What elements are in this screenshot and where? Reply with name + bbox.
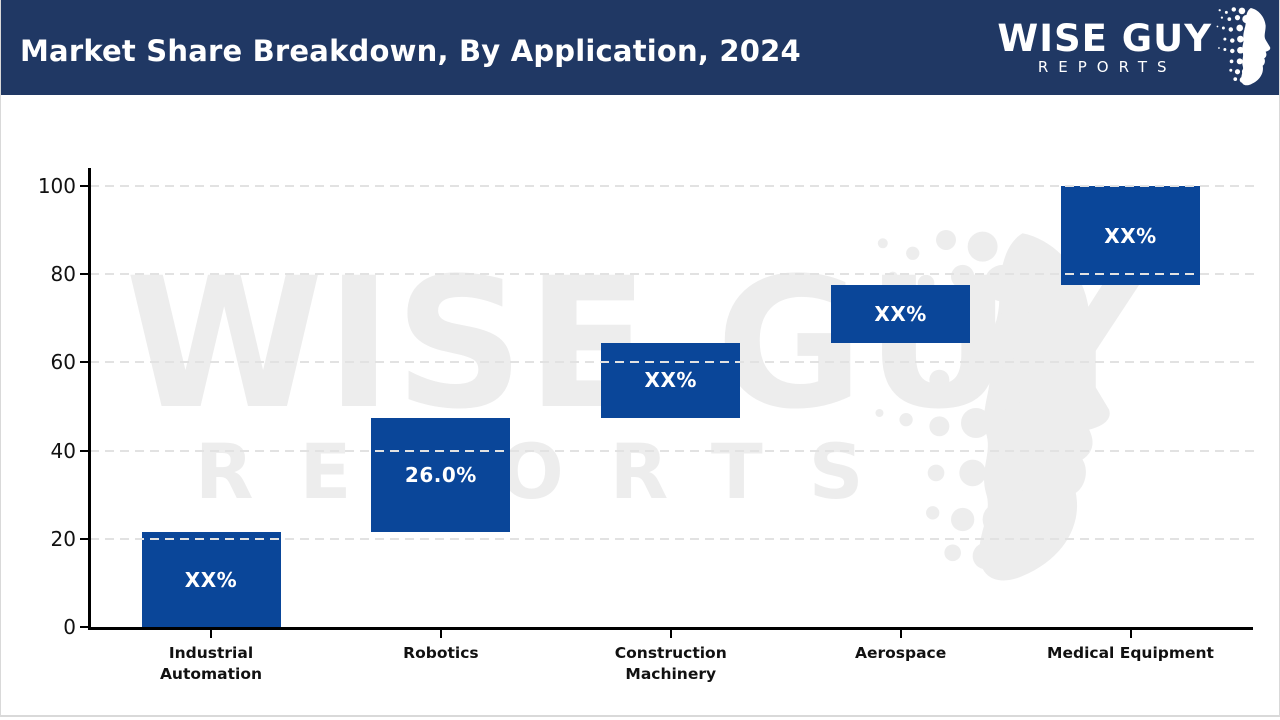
y-axis-tick — [80, 537, 88, 540]
x-axis-tick — [669, 630, 672, 638]
x-axis-tick — [439, 630, 442, 638]
y-axis-tick — [80, 185, 88, 187]
x-axis-tick — [899, 630, 902, 638]
y-axis-tick-label: 0 — [63, 615, 76, 639]
bar-segment: 26.0% — [371, 417, 511, 533]
gridline — [90, 273, 1256, 276]
x-axis-category-label: Industrial Automation — [159, 644, 263, 683]
bar-segment: XX% — [831, 285, 971, 343]
x-axis-category-label: Construction Machinery — [614, 644, 727, 683]
logo-wordmark-line2: REPORTS — [1037, 57, 1177, 76]
x-axis-category-label: Medical Equipment — [1047, 644, 1214, 662]
y-axis-tick-label: 60 — [50, 350, 76, 375]
bar-value-label: XX% — [644, 368, 697, 393]
bar-segment: XX% — [1061, 186, 1200, 286]
y-axis-line — [88, 168, 91, 630]
y-axis-tick — [80, 273, 88, 276]
logo-wordmark-line1: WISE GUY — [997, 16, 1212, 60]
x-axis-category-label: Robotics — [403, 644, 479, 662]
x-axis-line — [88, 627, 1253, 630]
y-axis-tick — [80, 361, 88, 364]
bar-value-label: XX% — [1104, 223, 1157, 248]
bar-value-label: XX% — [184, 567, 238, 592]
x-axis-tick — [1129, 630, 1132, 638]
wiseguy-reports-logo: WISE GUY REPORTS — [997, 0, 1274, 95]
watermark-wordmark-line2: REPORTS — [195, 427, 910, 516]
gridline — [90, 185, 1256, 187]
bar-segment: XX% — [601, 342, 741, 418]
y-axis-tick — [80, 626, 88, 628]
header-bar: Market Share Breakdown, By Application, … — [0, 0, 1280, 95]
bar-value-label: XX% — [874, 301, 927, 326]
y-axis-tick-label: 100 — [37, 174, 76, 198]
bar-value-label: 26.0% — [404, 462, 477, 487]
gridline — [90, 537, 1256, 540]
logo-wordmark: WISE GUY REPORTS — [997, 16, 1212, 76]
gridline — [90, 449, 1256, 452]
y-axis-tick — [80, 449, 88, 452]
y-axis-tick-label: 80 — [50, 262, 76, 287]
gridline — [90, 361, 1256, 364]
y-axis-tick-label: 20 — [50, 526, 76, 551]
page-title: Market Share Breakdown, By Application, … — [20, 34, 801, 68]
x-axis-category-label: Aerospace — [854, 644, 947, 662]
waterfall-chart: WISE GUY REPORTS XX% Industrial Automatio… — [0, 95, 1280, 720]
y-axis-tick-label: 40 — [50, 438, 76, 463]
bar-segment: XX% — [141, 532, 281, 627]
x-axis-tick — [210, 630, 212, 638]
